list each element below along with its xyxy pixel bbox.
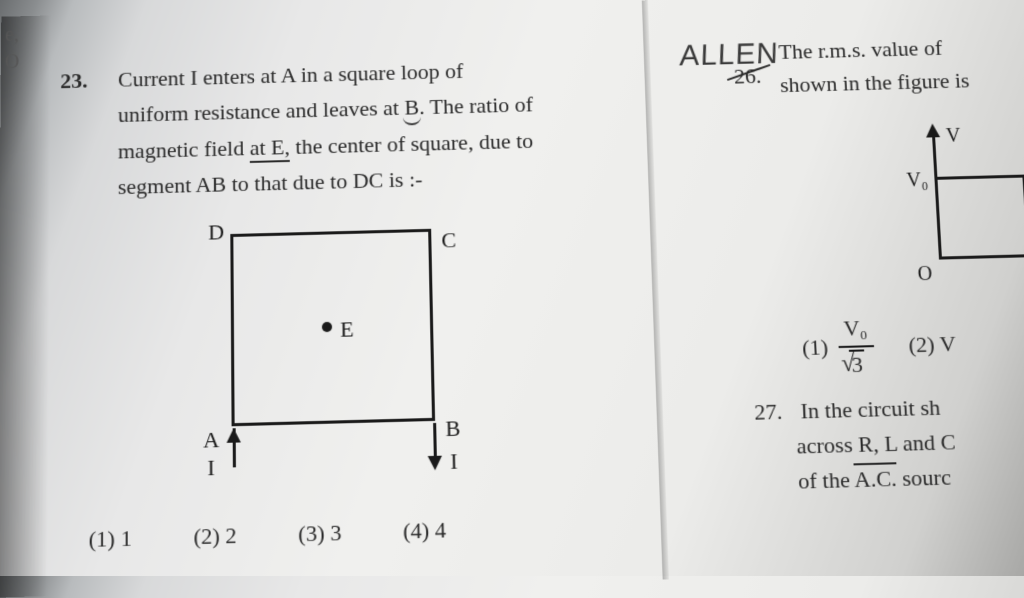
- q27-l3c: sourc: [896, 464, 952, 491]
- label-v: V: [945, 121, 961, 152]
- label-c: C: [441, 222, 457, 259]
- label-o: O: [917, 259, 933, 291]
- q27-l3a: of the: [798, 467, 855, 494]
- q23-opt1: (1) 1: [89, 525, 132, 553]
- q26-l1: The r.m.s. value of: [778, 35, 943, 64]
- q27-l1: In the circuit sh: [800, 394, 941, 423]
- label-i-in: I: [207, 450, 215, 488]
- v-axis-x: [939, 254, 1024, 260]
- q26-opt2: (2) V: [908, 327, 957, 363]
- q23-l2b: B: [404, 95, 419, 120]
- label-d: D: [208, 214, 224, 251]
- v-axis-y-arrow: [925, 123, 940, 137]
- question-23: 23. Current I enters at A in a square lo…: [68, 48, 670, 482]
- q26-opt1-den-3: 3: [849, 350, 866, 378]
- q26-opt1-pre: (1): [801, 330, 829, 365]
- q26-opt1-den: 3: [843, 347, 872, 382]
- label-b: B: [445, 410, 461, 448]
- margin-mark-o: O: [5, 51, 20, 74]
- question-27: 27. In the circuit sh across R, L and C …: [754, 390, 959, 500]
- q23-text: Current I enters at A in a square loop o…: [70, 48, 661, 206]
- q26-opt1-frac: V₀ 3: [837, 311, 877, 383]
- q23-l4: segment AB to that due to DC is :-: [118, 166, 423, 199]
- q23-options: (1) 1 (2) 2 (3) 3 (4) 4: [89, 511, 664, 553]
- q23-l3a: magnetic field: [118, 135, 250, 163]
- v-axis-y: [932, 129, 942, 258]
- label-e: E: [340, 311, 354, 348]
- q27-number: 27.: [754, 394, 796, 430]
- q23-l1: Current I enters at A in a square loop o…: [118, 58, 464, 91]
- arrow-in-head: [227, 428, 241, 443]
- margin-mark-e: e,: [5, 24, 19, 47]
- right-column: 26. The r.m.s. value of shown in the fig…: [738, 29, 1024, 103]
- q27-l3b: A.C.: [853, 462, 897, 492]
- v-step-top: [934, 175, 1024, 180]
- q26-l2: shown in the figure is: [780, 68, 971, 97]
- q23-l3b: at E,: [250, 134, 291, 163]
- q27-l2: across R, L and C: [755, 429, 956, 460]
- q23-number: 23.: [60, 63, 87, 99]
- q23-l2a: uniform resistance and leaves at: [118, 95, 405, 127]
- q23-diagram: D C A B E I I: [200, 208, 477, 479]
- label-v0: V₀: [906, 165, 929, 196]
- q23-opt2: (2) 2: [193, 522, 236, 550]
- square-loop: [230, 229, 435, 426]
- q23-l2c: . The ratio of: [419, 92, 533, 119]
- q23-opt3: (3) 3: [298, 519, 342, 547]
- label-i-out: I: [450, 443, 458, 481]
- q26-opt1-num: V₀: [837, 311, 875, 348]
- q26-graph: V V₀ O T: [912, 127, 1024, 279]
- arrow-out-head: [428, 456, 443, 471]
- page-shadow-left: [0, 15, 51, 597]
- q23-l3c: the center of square, due to: [290, 128, 534, 159]
- q26-options: (1) V₀ 3 (2) V: [801, 309, 958, 384]
- q23-opt4: (4) 4: [403, 517, 447, 545]
